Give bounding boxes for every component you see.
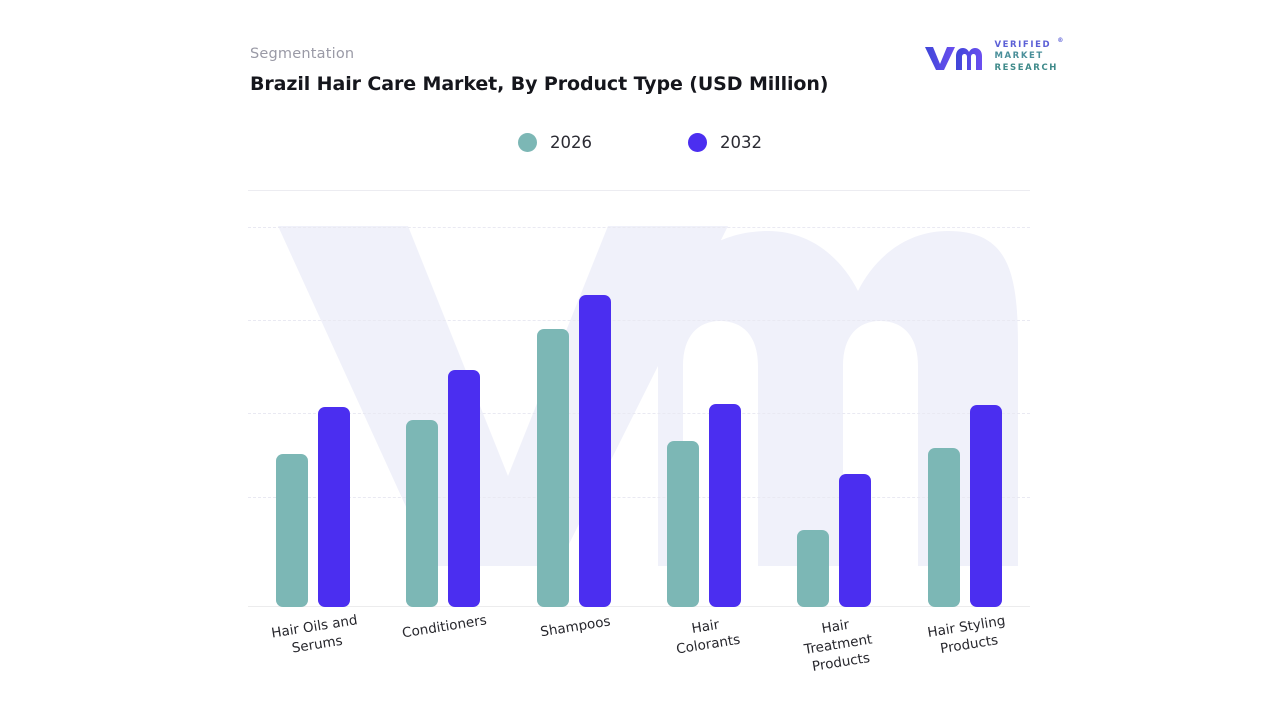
chart-legend: 2026 2032: [250, 133, 1030, 152]
x-axis-tick-label: Hair Treatment Products: [803, 616, 874, 676]
bar-2032[interactable]: [578, 295, 611, 607]
bar-group: [248, 196, 378, 607]
x-axis-tick-label: Hair Styling Products: [926, 612, 1007, 658]
bar-group: [378, 196, 508, 607]
logo-line-3: RESEARCH: [994, 62, 1058, 73]
x-axis-tick: Hair Treatment Products: [769, 612, 899, 682]
bar-2026[interactable]: [797, 530, 830, 607]
x-axis-tick: Hair Colorants: [639, 612, 769, 682]
legend-label: 2032: [720, 133, 762, 152]
page-eyebrow: Segmentation: [250, 46, 355, 62]
header-divider: [248, 190, 1030, 191]
registered-mark: ®: [1057, 37, 1065, 44]
page-title: Brazil Hair Care Market, By Product Type…: [250, 73, 829, 95]
x-axis-labels: Hair Oils and Serums Conditioners Shampoos…: [248, 612, 1030, 682]
bar-groups: [248, 196, 1030, 607]
bar-group: [639, 196, 769, 607]
grid-lines: [248, 196, 1030, 607]
bar-2032[interactable]: [839, 474, 872, 607]
bar-2032[interactable]: [969, 405, 1002, 607]
plot-area: [248, 196, 1030, 607]
x-axis-tick-label: Conditioners: [401, 612, 489, 642]
x-axis-tick: Hair Oils and Serums: [248, 612, 378, 682]
bar-group: [769, 196, 899, 607]
bar-2026[interactable]: [406, 420, 439, 607]
logo-line-1: VERIFIED ®: [994, 37, 1065, 50]
legend-swatch-icon: [518, 133, 537, 152]
bar-2032[interactable]: [318, 407, 351, 607]
logo-line-2: MARKET: [994, 51, 1044, 62]
bar-group: [900, 196, 1030, 607]
legend-swatch-icon: [688, 133, 707, 152]
bar-2026[interactable]: [667, 441, 700, 607]
vmr-logo-icon: [925, 46, 983, 70]
x-axis-tick: Shampoos: [509, 612, 639, 682]
bar-2026[interactable]: [927, 448, 960, 607]
bar-2032[interactable]: [448, 370, 481, 607]
bar-2026[interactable]: [276, 454, 309, 607]
x-axis-tick-label: Hair Colorants: [675, 616, 742, 658]
x-axis-tick: Hair Styling Products: [900, 612, 1030, 682]
chart-header: Segmentation Brazil Hair Care Market, By…: [250, 46, 828, 95]
axis-baseline: [248, 606, 1030, 607]
brand-logo: VERIFIED ® MARKET RESEARCH: [923, 37, 1065, 74]
legend-item-2026[interactable]: 2026: [518, 133, 592, 152]
logo-wordmark: VERIFIED ® MARKET RESEARCH: [994, 37, 1065, 74]
x-axis-tick-label: Shampoos: [539, 613, 612, 641]
legend-item-2032[interactable]: 2032: [688, 133, 762, 152]
legend-label: 2026: [550, 133, 592, 152]
bar-group: [509, 196, 639, 607]
x-axis-tick: Conditioners: [378, 612, 508, 682]
bar-2026[interactable]: [536, 329, 569, 607]
x-axis-tick-label: Hair Oils and Serums: [270, 612, 359, 657]
bar-2032[interactable]: [709, 404, 742, 607]
